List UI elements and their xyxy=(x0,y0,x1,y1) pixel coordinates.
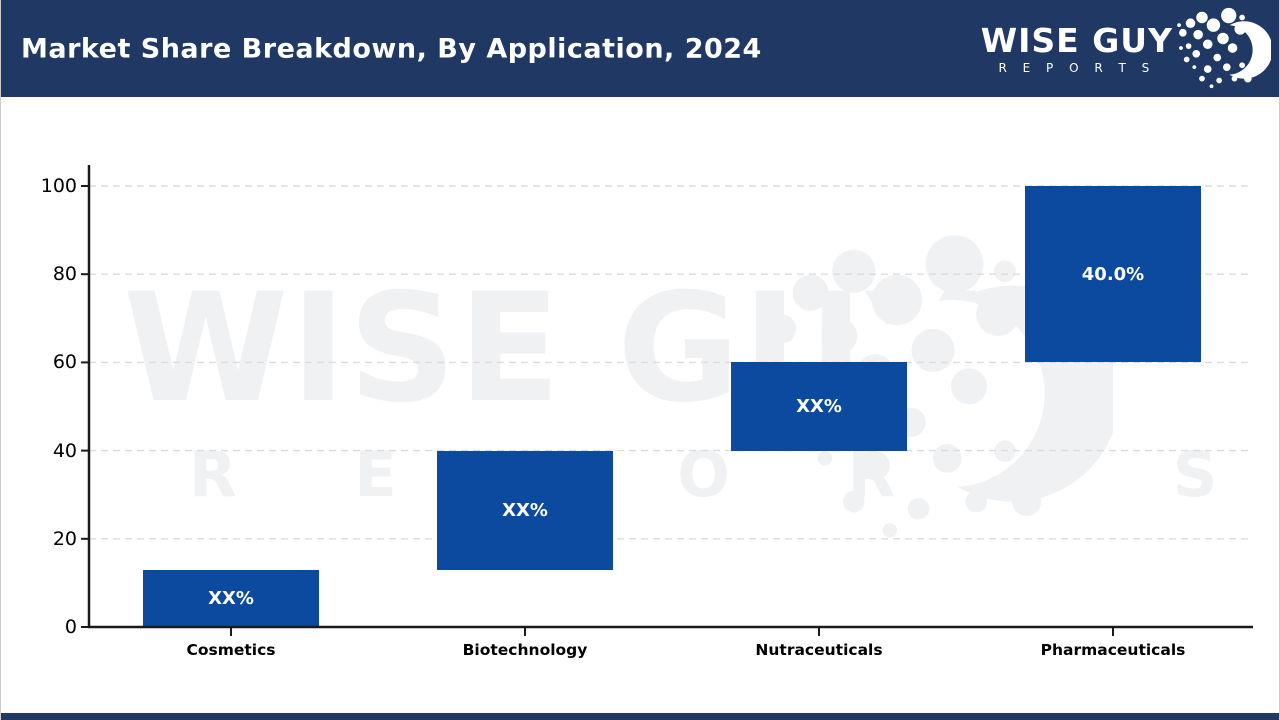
footer-band xyxy=(1,713,1279,720)
logo-subtitle: R E P O R T S xyxy=(998,61,1156,75)
x-tick-label-cosmetics: Cosmetics xyxy=(186,641,276,659)
x-tick-label-biotechnology: Biotechnology xyxy=(462,641,588,659)
dotted-face-icon xyxy=(1175,6,1273,92)
y-tick-label-80: 80 xyxy=(52,263,77,286)
header-band: Market Share Breakdown, By Application, … xyxy=(1,0,1279,97)
bar-value-label: 40.0% xyxy=(1081,263,1145,285)
bar-value-label: XX% xyxy=(796,395,842,417)
bar-value-label: XX% xyxy=(502,499,548,521)
logo-wordmark: WISE GUY xyxy=(980,21,1173,60)
logo-text: WISE GUY R E P O R T S xyxy=(980,21,1173,76)
page-title: Market Share Breakdown, By Application, … xyxy=(21,33,762,64)
bar-nutraceuticals: XX% xyxy=(731,362,907,451)
y-tick-label-60: 60 xyxy=(52,351,77,374)
x-tick-label-pharmaceuticals: Pharmaceuticals xyxy=(1040,641,1186,659)
y-tick-label-40: 40 xyxy=(52,439,77,462)
bar-pharmaceuticals: 40.0% xyxy=(1025,186,1201,363)
y-tick-label-100: 100 xyxy=(40,175,77,197)
bar-value-label: XX% xyxy=(208,587,254,609)
y-tick-label-0: 0 xyxy=(64,616,77,638)
bar-biotechnology: XX% xyxy=(437,450,613,570)
x-tick-label-nutraceuticals: Nutraceuticals xyxy=(755,641,883,659)
y-tick-label-20: 20 xyxy=(52,527,77,550)
bar-cosmetics: XX% xyxy=(143,569,319,627)
wise-guy-reports-logo: WISE GUY R E P O R T S xyxy=(980,4,1273,94)
